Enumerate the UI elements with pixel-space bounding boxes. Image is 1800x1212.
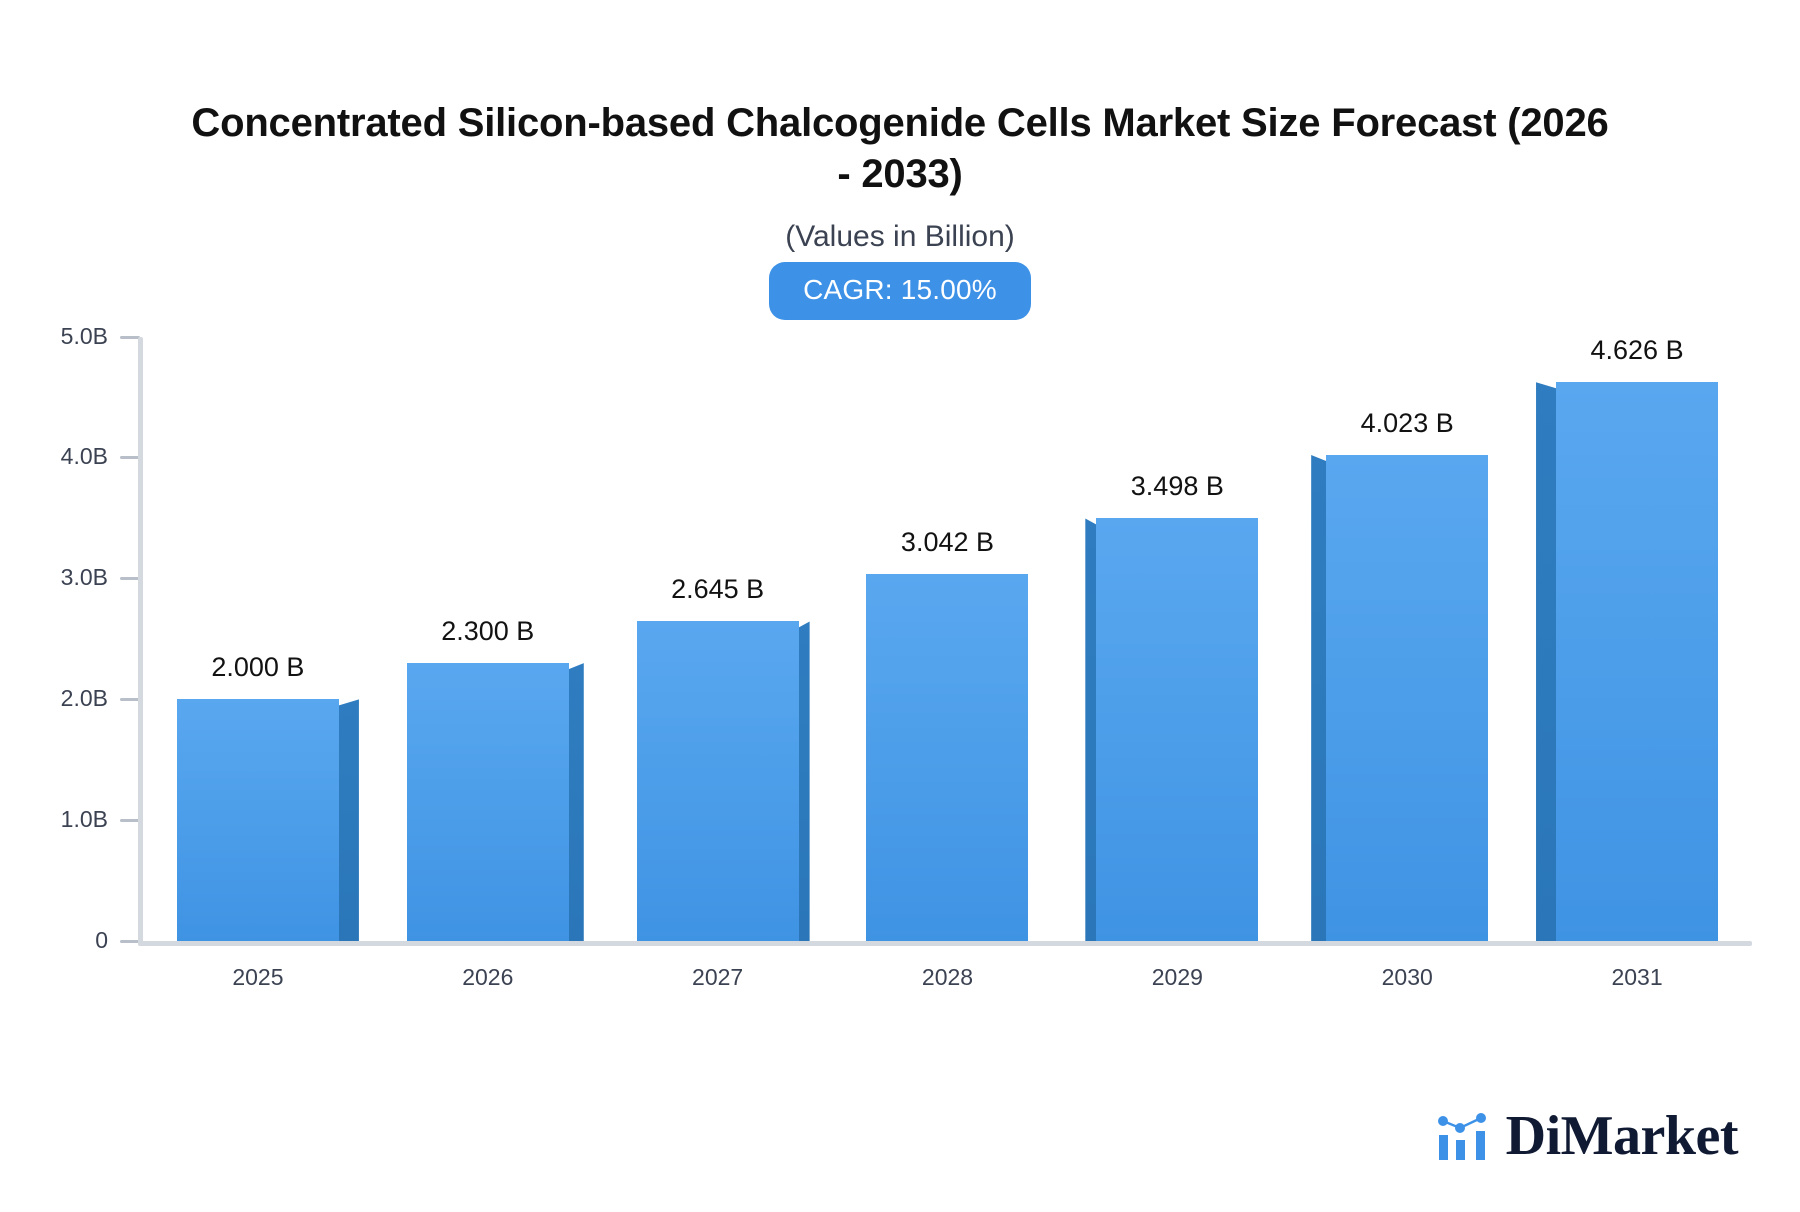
y-axis-tick-label: 4.0B	[60, 443, 108, 470]
bar-side-face	[338, 699, 359, 941]
y-axis-line	[138, 337, 143, 945]
bar-value-label: 4.023 B	[1360, 408, 1454, 439]
x-axis-tick-label: 2026	[462, 964, 514, 990]
cagr-badge-wrapper: CAGR: 15.00%	[0, 262, 1800, 321]
bar-value-label: 3.042 B	[900, 526, 995, 557]
x-axis-tick-label: 2029	[1151, 964, 1203, 990]
y-axis-tick-label: 5.0B	[60, 322, 108, 349]
bar-group[interactable]: 4.626 B	[1522, 337, 1752, 941]
bar-group[interactable]: 2.645 B	[603, 337, 833, 941]
x-axis-tick-label: 2027	[692, 964, 744, 990]
bar[interactable]: 2.000 B	[176, 654, 359, 941]
logo-wordmark: DiMarket	[1505, 1105, 1739, 1167]
bar-group[interactable]: 4.023 B	[1292, 337, 1522, 941]
bar[interactable]: 4.626 B	[1536, 337, 1719, 941]
y-axis-tick-label: 1.0B	[60, 805, 108, 832]
bar-group[interactable]: 3.042 B	[833, 337, 1063, 941]
x-axis-tick-label: 2031	[1611, 964, 1663, 990]
bar-front-face	[176, 699, 339, 941]
bar-side-face	[1085, 518, 1097, 941]
bar-chart-icon	[1436, 1111, 1492, 1161]
bar-value-label: 2.645 B	[671, 574, 765, 605]
bar-front-face	[406, 663, 569, 941]
x-axis: 2025 2026 2027 2028 2029 2030 2031	[143, 966, 1752, 1006]
bar-group[interactable]: 2.000 B	[143, 337, 373, 941]
bar-side-face	[798, 621, 810, 941]
y-axis-tick-label: 2.0B	[60, 684, 108, 711]
bar-side-face	[1311, 455, 1327, 941]
y-axis-tick-mark	[120, 939, 140, 943]
y-axis-tick-mark	[120, 697, 140, 701]
x-axis-tick-label: 2025	[232, 964, 284, 990]
bar-side-face	[1536, 382, 1557, 941]
bar-value-label: 4.626 B	[1590, 335, 1684, 366]
bar-value-label: 2.000 B	[211, 652, 305, 683]
y-axis-tick-mark	[120, 335, 140, 339]
y-axis-tick-mark	[120, 818, 140, 822]
bar-front-face	[1326, 455, 1489, 941]
bar-value-label: 2.300 B	[441, 616, 535, 647]
y-axis: 0 1.0B 2.0B 3.0B 4.0B 5.0B	[0, 324, 140, 951]
bar-series: 2.000 B 2.300 B 2.645 B 3.042 B 3.498 B 4.023…	[143, 337, 1752, 941]
dimarket-logo: DiMarket	[1436, 1105, 1739, 1167]
bar-front-face	[866, 573, 1029, 941]
bar[interactable]: 2.300 B	[406, 618, 584, 941]
bar[interactable]: 2.645 B	[636, 576, 810, 941]
bar-front-face	[636, 621, 799, 941]
x-axis-tick-label: 2028	[921, 964, 974, 990]
bar-front-face	[1556, 382, 1719, 941]
y-axis-tick-label: 3.0B	[60, 564, 108, 591]
chart-title: Concentrated Silicon-based Chalcogenide …	[191, 101, 1609, 197]
bar-group[interactable]: 2.300 B	[373, 337, 603, 941]
chart-header: Concentrated Silicon-based Chalcogenide …	[0, 0, 1800, 321]
y-axis-tick-label: 0	[95, 926, 108, 953]
x-axis-tick-label: 2030	[1381, 964, 1433, 990]
bar-front-face	[1096, 518, 1259, 941]
bar[interactable]: 4.023 B	[1311, 410, 1489, 941]
y-axis-tick-mark	[120, 577, 140, 581]
bar-group[interactable]: 3.498 B	[1062, 337, 1292, 941]
bar[interactable]: 3.042 B	[866, 528, 1029, 941]
x-axis-line	[138, 941, 1752, 946]
bar-side-face	[568, 663, 584, 941]
cagr-badge: CAGR: 15.00%	[769, 262, 1031, 321]
bar-value-label: 3.498 B	[1130, 471, 1224, 502]
y-axis-tick-mark	[120, 456, 140, 460]
chart-subtitle: (Values in Billion)	[785, 220, 1015, 254]
bar[interactable]: 3.498 B	[1085, 473, 1259, 941]
